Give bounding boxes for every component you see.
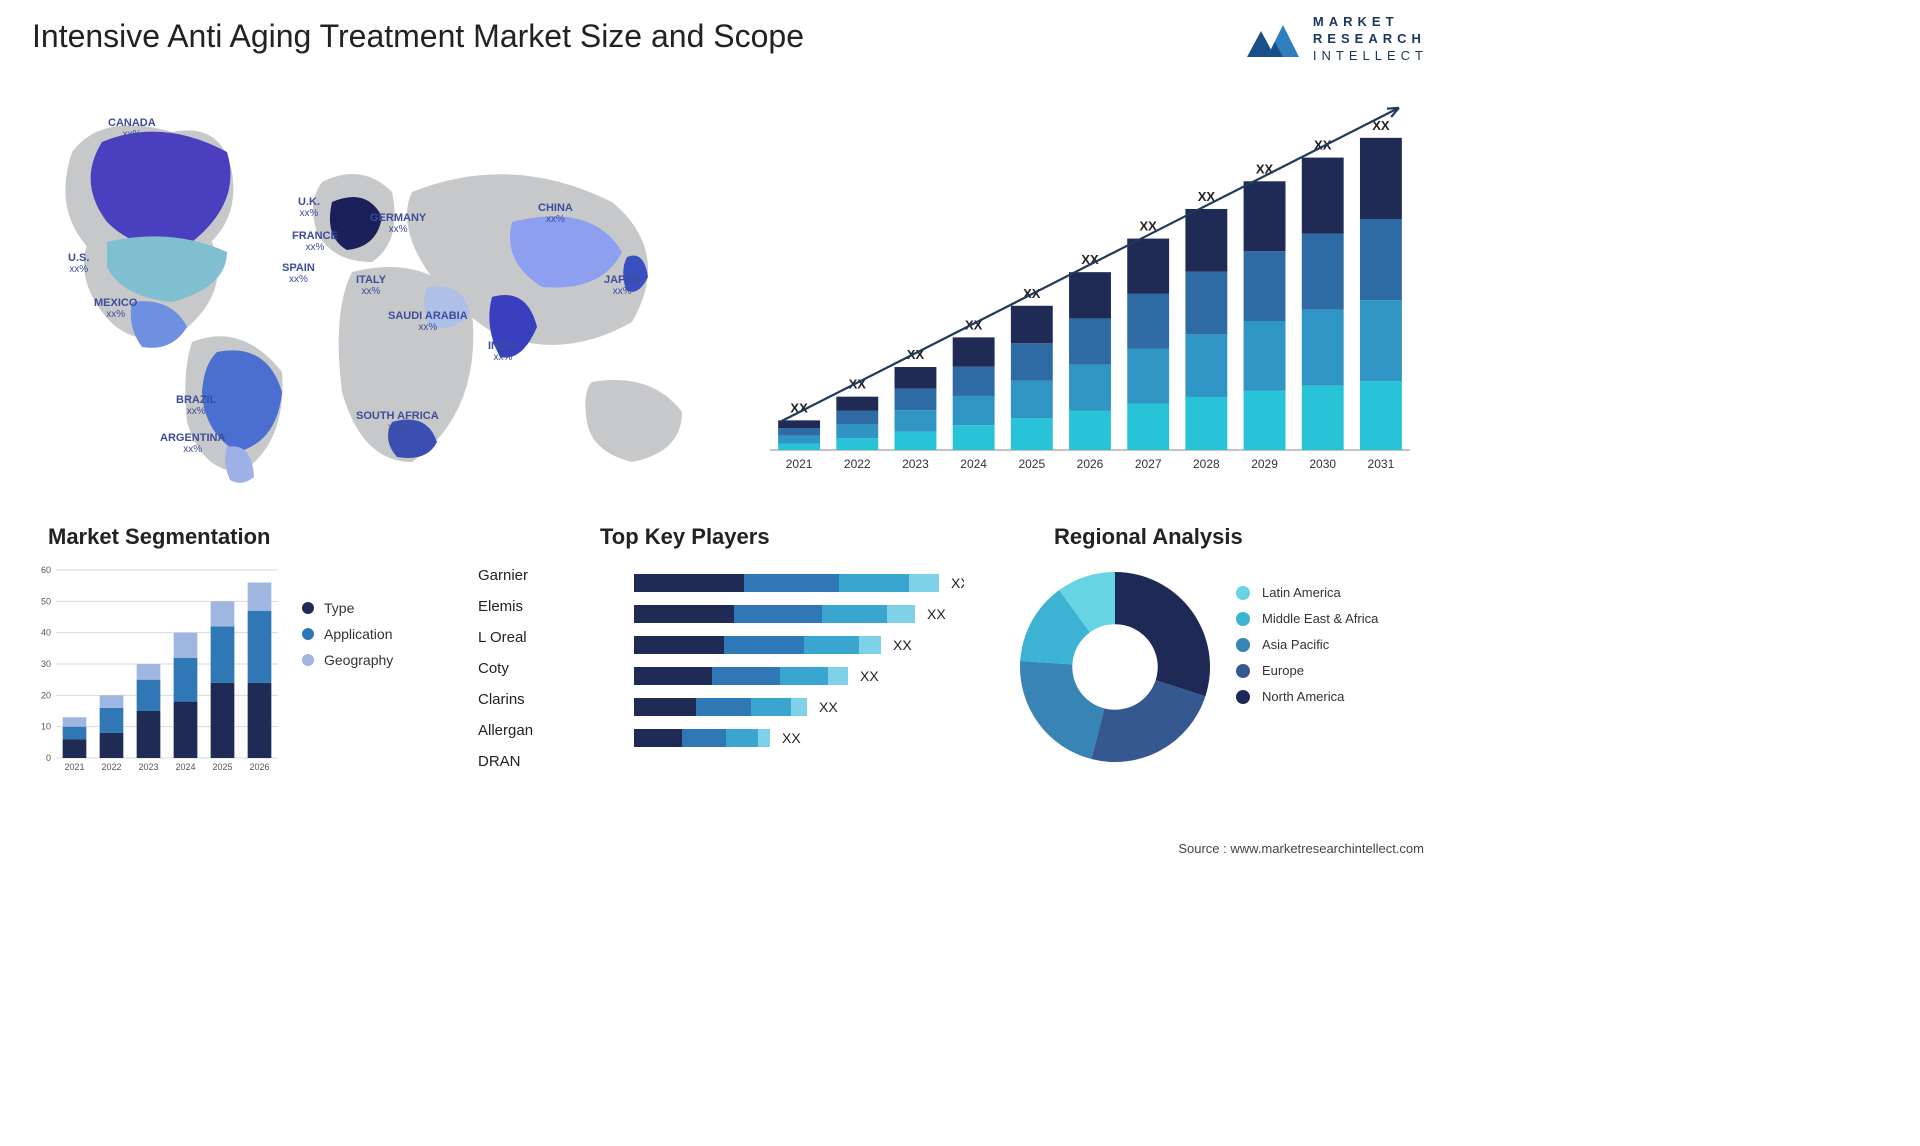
svg-text:20: 20 [41, 690, 51, 700]
svg-text:2024: 2024 [175, 762, 195, 772]
player-name: Elemis [478, 591, 583, 622]
legend-item: Europe [1236, 663, 1378, 678]
svg-text:0: 0 [46, 753, 51, 763]
map-country-label: JAPANxx% [604, 274, 640, 297]
svg-text:2030: 2030 [1309, 457, 1336, 471]
svg-text:2025: 2025 [212, 762, 232, 772]
svg-text:40: 40 [41, 628, 51, 638]
svg-text:2026: 2026 [1077, 457, 1104, 471]
map-country-label: ARGENTINAxx% [160, 432, 225, 455]
player-name: L Oreal [478, 622, 583, 653]
svg-text:XX: XX [951, 575, 964, 591]
logo-mark-icon [1245, 17, 1303, 61]
source-attribution: Source : www.marketresearchintellect.com [1178, 841, 1424, 856]
legend-item: Geography [302, 652, 393, 668]
svg-text:30: 30 [41, 659, 51, 669]
heading-key-players: Top Key Players [600, 524, 770, 550]
svg-text:XX: XX [860, 668, 879, 684]
segmentation-chart: 0 10 20 30 40 50 60 2021 2022 2023 2024 2025 2026 [32, 560, 282, 780]
legend-item: Asia Pacific [1236, 637, 1378, 652]
regional-donut-chart [1010, 562, 1220, 772]
map-country-label: FRANCExx% [292, 230, 338, 253]
player-name: DRAN [478, 746, 583, 777]
svg-text:50: 50 [41, 596, 51, 606]
brand-logo: MARKET RESEARCH INTELLECT [1245, 14, 1428, 65]
map-country-label: GERMANYxx% [370, 212, 426, 235]
world-map: CANADAxx% U.S.xx% MEXICOxx% BRAZILxx% ARGENT… [32, 92, 712, 487]
map-country-label: INDIAxx% [488, 340, 518, 363]
heading-regional: Regional Analysis [1054, 524, 1243, 550]
svg-text:XX: XX [893, 637, 912, 653]
legend-item: Middle East & Africa [1236, 611, 1378, 626]
legend-item: Type [302, 600, 393, 616]
map-country-label: ITALYxx% [356, 274, 386, 297]
player-name: Clarins [478, 684, 583, 715]
map-country-label: SPAINxx% [282, 262, 315, 285]
svg-text:2024: 2024 [960, 457, 987, 471]
svg-text:2022: 2022 [844, 457, 871, 471]
page-title: Intensive Anti Aging Treatment Market Si… [32, 18, 804, 55]
svg-text:60: 60 [41, 565, 51, 575]
svg-text:2022: 2022 [101, 762, 121, 772]
heading-segmentation: Market Segmentation [48, 524, 271, 550]
legend-item: North America [1236, 689, 1378, 704]
segmentation-legend: Type Application Geography [302, 590, 393, 678]
svg-text:XX: XX [1256, 161, 1274, 176]
svg-text:2025: 2025 [1018, 457, 1045, 471]
map-country-label: SOUTH AFRICAxx% [356, 410, 439, 433]
svg-text:XX: XX [782, 730, 801, 746]
map-country-label: U.S.xx% [68, 252, 89, 275]
legend-item: Application [302, 626, 393, 642]
svg-text:2021: 2021 [786, 457, 813, 471]
logo-text: MARKET RESEARCH INTELLECT [1313, 14, 1428, 65]
svg-text:XX: XX [927, 606, 946, 622]
key-players-list: GarnierElemisL OrealCotyClarinsAllerganD… [478, 560, 583, 777]
map-country-label: CHINAxx% [538, 202, 573, 225]
svg-text:2023: 2023 [902, 457, 929, 471]
svg-text:2026: 2026 [249, 762, 269, 772]
map-country-label: MEXICOxx% [94, 297, 137, 320]
map-country-label: U.K.xx% [298, 196, 320, 219]
svg-text:2028: 2028 [1193, 457, 1220, 471]
regional-donut-legend: Latin America Middle East & Africa Asia Pa… [1236, 574, 1378, 715]
player-name: Coty [478, 653, 583, 684]
player-name: Allergan [478, 715, 583, 746]
key-players-bars: XX XX XX XX XX XX [634, 574, 964, 789]
legend-item: Latin America [1236, 585, 1378, 600]
map-country-label: CANADAxx% [108, 117, 156, 140]
svg-text:2021: 2021 [64, 762, 84, 772]
map-country-label: BRAZILxx% [176, 394, 216, 417]
svg-text:2027: 2027 [1135, 457, 1162, 471]
growth-bar-chart: XX2021XX2022XX2023XX2024XX2025XX2026XX20… [760, 96, 1420, 484]
player-name: Garnier [478, 560, 583, 591]
svg-text:2029: 2029 [1251, 457, 1278, 471]
svg-text:10: 10 [41, 722, 51, 732]
map-country-label: SAUDI ARABIAxx% [388, 310, 468, 333]
svg-text:2023: 2023 [138, 762, 158, 772]
svg-text:2031: 2031 [1368, 457, 1395, 471]
svg-text:XX: XX [819, 699, 838, 715]
